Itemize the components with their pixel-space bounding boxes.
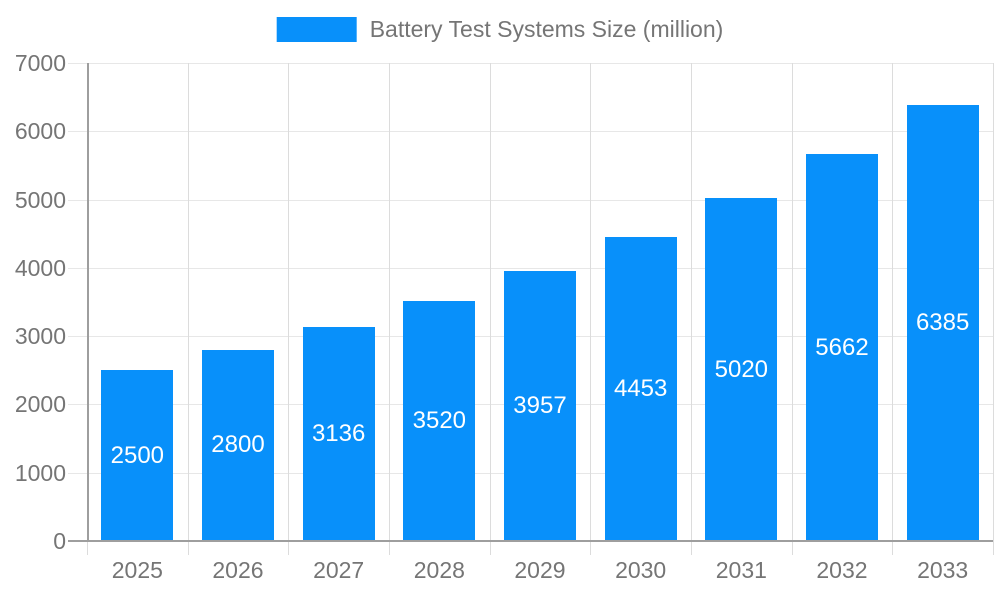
y-gridline [68, 63, 993, 64]
y-tick-label: 6000 [14, 118, 66, 145]
x-tick-label: 2026 [212, 557, 264, 583]
y-tick-label: 5000 [14, 186, 66, 213]
y-tick-label: 2000 [14, 391, 66, 418]
bar-2027: 3136 [302, 326, 375, 541]
x-tick-label: 2031 [715, 557, 767, 583]
x-gridline [187, 63, 189, 555]
x-gridline [389, 63, 390, 555]
legend-label: Battery Test Systems Size (million) [369, 16, 724, 42]
x-gridline [691, 63, 692, 555]
x-tick-label: 2028 [413, 557, 465, 583]
x-tick-label: 2025 [111, 557, 163, 583]
y-axis-labels: 0 1000 2000 3000 4000 5000 6000 7000 [0, 50, 66, 554]
bar-value-label: 3136 [311, 419, 366, 447]
y-tick-label: 0 [53, 528, 66, 554]
x-gridline [288, 63, 290, 555]
x-gridline [791, 63, 793, 555]
x-tick-label: 2032 [816, 557, 868, 583]
bar-2030: 4453 [604, 236, 677, 541]
x-gridline [892, 63, 894, 555]
x-axis-labels: 2025 2026 2027 2028 2029 2030 2031 2032 2033 [87, 557, 993, 587]
y-tick-label: 1000 [14, 459, 66, 486]
x-tick-label: 2030 [615, 557, 667, 583]
y-gridline [68, 267, 993, 269]
x-axis-line [68, 540, 993, 542]
bar-2033: 6385 [906, 105, 979, 541]
bar-value-label: 2500 [110, 441, 165, 469]
x-tick-label: 2029 [514, 557, 566, 583]
bar-2031: 5020 [705, 198, 778, 541]
x-tick-label: 2027 [313, 557, 365, 583]
x-gridline [993, 63, 994, 555]
bar-value-label: 6385 [915, 309, 970, 336]
x-gridline [489, 63, 491, 555]
bar-value-label: 2800 [211, 431, 265, 459]
bar-value-label: 3520 [412, 406, 467, 434]
y-tick-label: 7000 [14, 50, 66, 76]
y-axis-line [87, 63, 89, 541]
bar-value-label: 5020 [714, 355, 769, 383]
y-tick-label: 4000 [14, 254, 66, 281]
x-gridline [590, 63, 592, 555]
bar-value-label: 5662 [815, 333, 869, 361]
bar-2025: 2500 [101, 370, 174, 541]
bar-2026: 2800 [202, 349, 274, 541]
y-gridline [68, 199, 993, 201]
y-tick-label: 3000 [14, 323, 66, 350]
legend-swatch [276, 17, 357, 42]
bar-2029: 3957 [504, 270, 576, 541]
y-gridline [68, 131, 993, 133]
bar-2028: 3520 [403, 300, 476, 541]
bar-value-label: 4453 [613, 374, 668, 402]
bar-2032: 5662 [806, 154, 878, 541]
x-tick-label: 2033 [917, 557, 969, 583]
bar-value-label: 3957 [513, 391, 567, 419]
legend[interactable]: Battery Test Systems Size (million) [276, 16, 724, 43]
plot-area: 2500 2800 3136 3520 3957 4453 5020 5662 6385 [68, 63, 994, 555]
